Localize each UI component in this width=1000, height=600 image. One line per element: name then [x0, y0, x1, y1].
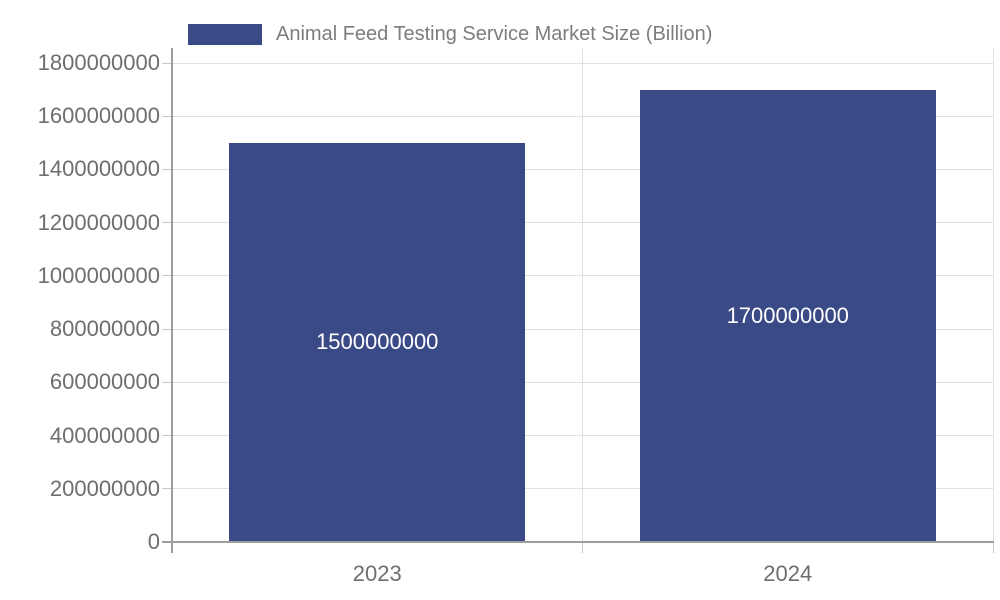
bar: [229, 142, 526, 542]
x-tick-label: 2023: [352, 561, 402, 586]
y-tick-mark: [162, 328, 172, 330]
y-tick-mark: [162, 168, 172, 170]
x-gridline: [992, 48, 994, 542]
y-tick-label: 800000000: [49, 316, 160, 342]
y-axis-line: [171, 48, 173, 553]
bar: [639, 89, 936, 542]
x-tick-label: 2024: [763, 561, 813, 586]
bar-value-label: 1500000000: [316, 329, 439, 355]
y-tick-mark: [162, 381, 172, 383]
y-tick-mark: [162, 488, 172, 490]
x-axis-line: [162, 541, 994, 543]
chart-legend: Animal Feed Testing Service Market Size …: [188, 21, 712, 47]
y-tick-label: 1800000000: [37, 50, 160, 75]
y-tick-label: 1000000000: [37, 262, 160, 288]
y-tick-label: 400000000: [49, 422, 160, 448]
x-gridline: [582, 48, 583, 542]
y-tick-label: 1400000000: [37, 156, 160, 182]
y-tick-mark: [162, 435, 172, 437]
y-tick-mark: [162, 222, 172, 224]
x-tick-mark: [992, 542, 994, 553]
y-tick-label: 600000000: [49, 369, 160, 395]
y-tick-label: 0: [147, 529, 160, 554]
chart-title: Animal Feed Testing Service Market Size …: [276, 22, 713, 45]
y-tick-label: 1600000000: [37, 103, 160, 129]
x-tick-mark: [582, 542, 583, 553]
y-tick-mark: [162, 62, 172, 64]
y-tick-label: 1200000000: [37, 209, 160, 235]
bar-value-label: 1700000000: [726, 302, 849, 328]
y-tick-mark: [162, 115, 172, 117]
y-tick-mark: [162, 275, 172, 277]
legend-swatch-icon: [188, 23, 262, 45]
y-tick-label: 200000000: [49, 475, 160, 501]
